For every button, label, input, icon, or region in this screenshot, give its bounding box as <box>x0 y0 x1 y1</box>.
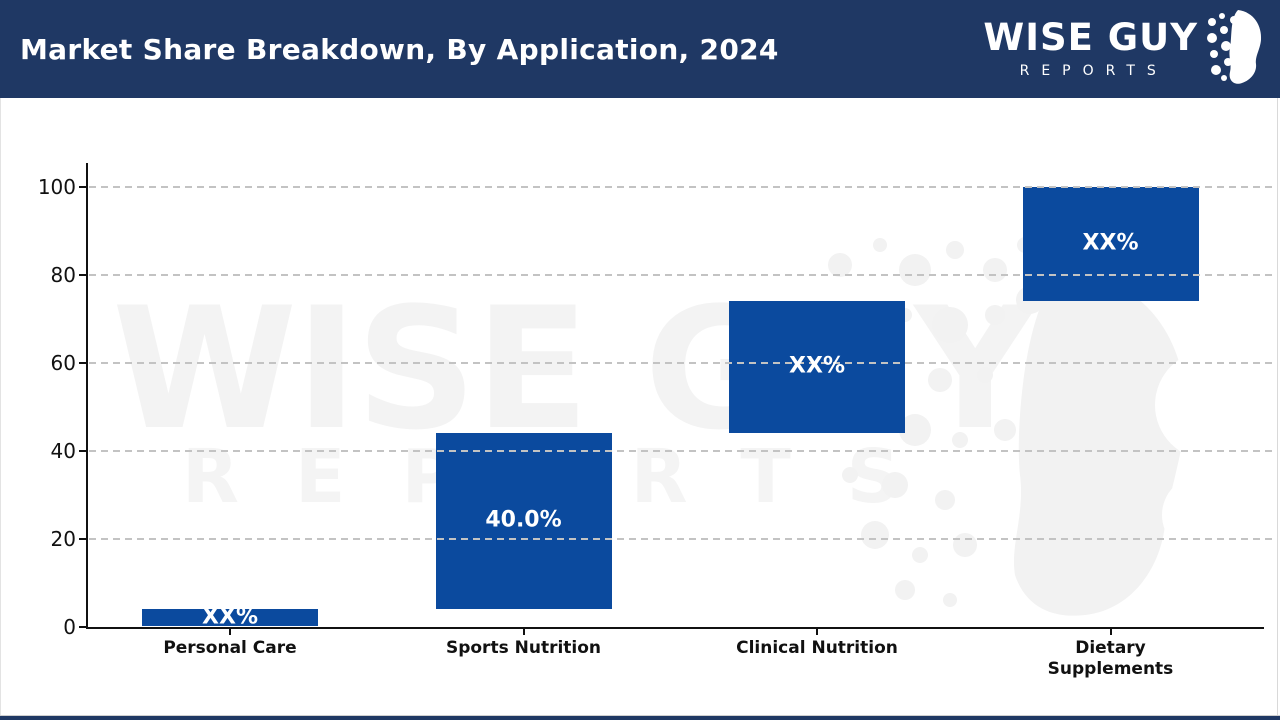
page-title: Market Share Breakdown, By Application, … <box>20 32 779 66</box>
content-border-bottom <box>0 715 1280 716</box>
y-axis-tick-mark <box>79 537 88 540</box>
x-axis-tick-mark <box>1109 628 1112 635</box>
y-axis-tick-label: 20 <box>50 526 76 551</box>
bar-value-label: XX% <box>1082 230 1139 256</box>
header-banner: Market Share Breakdown, By Application, … <box>0 0 1280 98</box>
x-axis-category-label: Personal Care <box>100 638 360 659</box>
y-axis-tick-mark <box>79 361 88 364</box>
category-label-line: Personal Care <box>163 638 297 658</box>
content-border-left <box>0 98 1 716</box>
x-axis-category-label: Sports Nutrition <box>394 638 654 659</box>
y-axis-tick-label: 40 <box>50 438 76 463</box>
gridline <box>89 537 1277 540</box>
x-axis-tick-mark <box>229 628 231 635</box>
footer-bar <box>0 716 1280 720</box>
brand-head-icon <box>1207 10 1262 84</box>
gridline <box>89 185 1277 188</box>
bar-dietary-supplements <box>1022 186 1199 302</box>
brand-subtext: REPORTS <box>1019 63 1168 79</box>
content-border-right <box>1277 98 1278 716</box>
y-axis-tick-mark <box>79 273 88 276</box>
x-axis-tick-mark <box>522 628 525 635</box>
watermark-head-icon <box>825 237 1230 616</box>
bar-value-label: XX% <box>202 604 258 630</box>
brand-wordmark: WISE GUY <box>983 16 1198 59</box>
category-label-line: Clinical Nutrition <box>736 638 898 658</box>
y-axis-tick-mark <box>79 625 88 628</box>
category-label-line: Sports Nutrition <box>445 638 602 658</box>
y-axis-tick-mark <box>79 185 88 188</box>
category-label-line: Dietary <box>1075 638 1146 658</box>
category-label-line: Supplements <box>1047 659 1174 680</box>
brand-logo: WISE GUY REPORTS <box>983 8 1262 90</box>
x-axis-category-label: Clinical Nutrition <box>687 638 947 659</box>
y-axis-tick-label: 100 <box>37 174 76 199</box>
brand-wordmark-block: WISE GUY REPORTS <box>983 19 1198 79</box>
x-axis-category-label: Dietary Supplements <box>981 638 1241 681</box>
gridline <box>89 273 1277 276</box>
gridline <box>89 361 1277 364</box>
y-axis-line <box>86 163 88 629</box>
y-axis-tick-label: 80 <box>50 262 76 287</box>
y-axis-tick-label: 0 <box>63 614 76 639</box>
gridline <box>89 449 1277 452</box>
bar-personal-care <box>142 608 318 627</box>
x-axis-tick-mark <box>816 628 818 635</box>
bar-value-label: 40.0% <box>485 507 562 533</box>
y-axis-tick-label: 60 <box>50 350 76 375</box>
bar-sports-nutrition <box>435 433 612 609</box>
bar-clinical-nutrition <box>729 301 905 434</box>
y-axis-tick-mark <box>79 449 88 452</box>
bar-value-label: XX% <box>789 353 845 379</box>
x-axis-line <box>86 626 1264 629</box>
